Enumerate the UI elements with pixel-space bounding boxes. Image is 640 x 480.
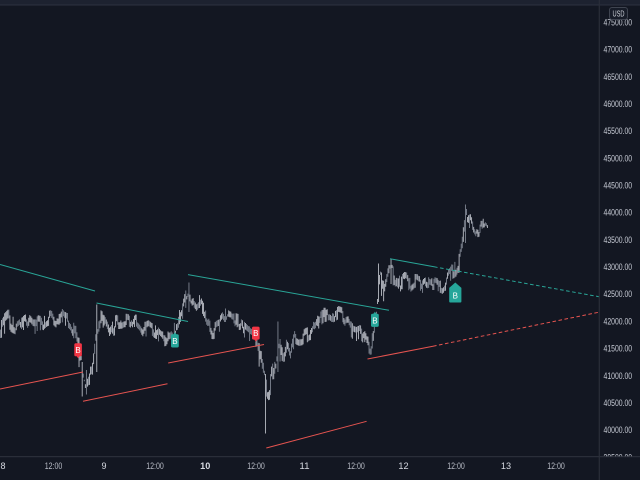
svg-text:B: B bbox=[453, 292, 458, 301]
svg-text:46500.00: 46500.00 bbox=[604, 72, 633, 82]
svg-text:B: B bbox=[75, 346, 80, 355]
svg-text:12: 12 bbox=[398, 461, 408, 471]
svg-text:39500.00: 39500.00 bbox=[604, 452, 633, 462]
svg-text:45500.00: 45500.00 bbox=[604, 126, 633, 136]
svg-text:41000.00: 41000.00 bbox=[604, 371, 633, 381]
svg-text:40500.00: 40500.00 bbox=[604, 398, 633, 408]
svg-text:12:00: 12:00 bbox=[45, 461, 63, 471]
svg-text:12:00: 12:00 bbox=[447, 461, 465, 471]
svg-text:45000.00: 45000.00 bbox=[604, 153, 633, 163]
svg-text:11: 11 bbox=[299, 461, 309, 471]
svg-text:13: 13 bbox=[501, 461, 511, 471]
svg-text:44500.00: 44500.00 bbox=[604, 181, 633, 191]
svg-text:8: 8 bbox=[0, 461, 5, 471]
svg-text:9: 9 bbox=[101, 461, 106, 471]
svg-text:46000.00: 46000.00 bbox=[604, 99, 633, 109]
svg-text:12:00: 12:00 bbox=[247, 461, 265, 471]
svg-text:B: B bbox=[172, 337, 177, 346]
svg-text:10: 10 bbox=[200, 461, 210, 471]
svg-text:USD: USD bbox=[613, 10, 625, 19]
svg-text:12:00: 12:00 bbox=[347, 461, 365, 471]
svg-text:12:00: 12:00 bbox=[146, 461, 164, 471]
svg-text:42000.00: 42000.00 bbox=[604, 316, 633, 326]
svg-text:12:00: 12:00 bbox=[547, 461, 565, 471]
svg-text:41500.00: 41500.00 bbox=[604, 344, 633, 354]
svg-text:B: B bbox=[253, 329, 258, 338]
svg-text:43500.00: 43500.00 bbox=[604, 235, 633, 245]
svg-text:B: B bbox=[372, 317, 377, 326]
svg-text:47500.00: 47500.00 bbox=[604, 18, 633, 28]
svg-text:47000.00: 47000.00 bbox=[604, 45, 633, 55]
svg-text:40000.00: 40000.00 bbox=[604, 425, 633, 435]
svg-text:43000.00: 43000.00 bbox=[604, 262, 633, 272]
svg-text:42500.00: 42500.00 bbox=[604, 289, 633, 299]
svg-text:44000.00: 44000.00 bbox=[604, 208, 633, 218]
